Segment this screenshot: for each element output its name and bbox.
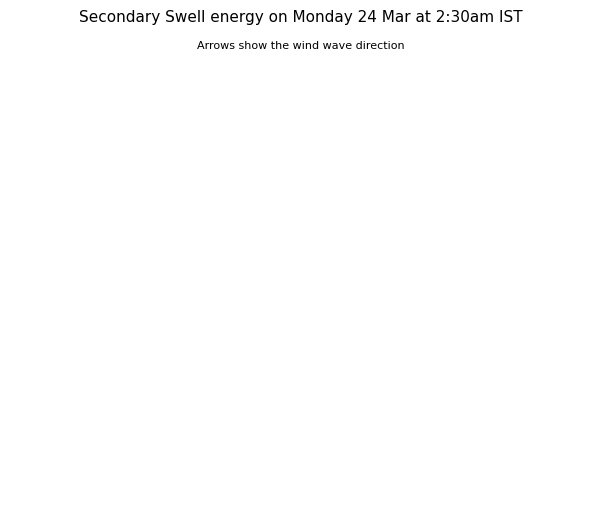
Text: Secondary Swell energy on Monday 24 Mar at 2:30am IST: Secondary Swell energy on Monday 24 Mar … <box>79 10 522 25</box>
Text: Arrows show the wind wave direction: Arrows show the wind wave direction <box>197 41 404 51</box>
